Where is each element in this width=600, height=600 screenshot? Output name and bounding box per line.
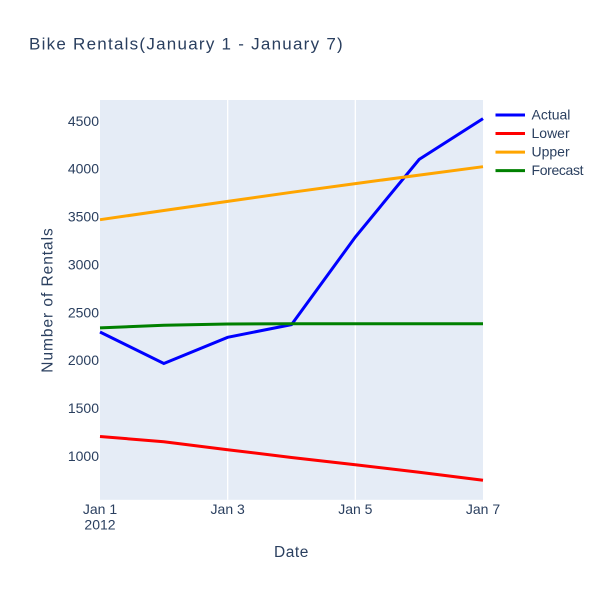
svg-text:4500: 4500 (68, 113, 99, 129)
svg-text:Upper: Upper (532, 144, 570, 160)
svg-text:2500: 2500 (68, 304, 99, 320)
svg-text:Date: Date (274, 544, 309, 561)
svg-text:Jan 7: Jan 7 (466, 501, 500, 517)
svg-text:1500: 1500 (68, 400, 99, 416)
svg-text:3500: 3500 (68, 209, 99, 225)
svg-text:Jan 1: Jan 1 (83, 501, 117, 517)
svg-text:4000: 4000 (68, 161, 99, 177)
svg-text:1000: 1000 (68, 448, 99, 464)
svg-text:Jan 5: Jan 5 (338, 501, 372, 517)
svg-text:Actual: Actual (532, 107, 571, 123)
svg-text:Lower: Lower (532, 125, 570, 141)
svg-text:Number of Rentals: Number of Rentals (39, 227, 56, 372)
svg-text:Bike Rentals(January 1 - Janua: Bike Rentals(January 1 - January 7) (29, 35, 344, 54)
svg-text:2012: 2012 (84, 517, 115, 533)
svg-text:3000: 3000 (68, 256, 99, 272)
svg-text:Forecast: Forecast (532, 162, 584, 178)
svg-text:Jan 3: Jan 3 (211, 501, 245, 517)
svg-text:2000: 2000 (68, 352, 99, 368)
